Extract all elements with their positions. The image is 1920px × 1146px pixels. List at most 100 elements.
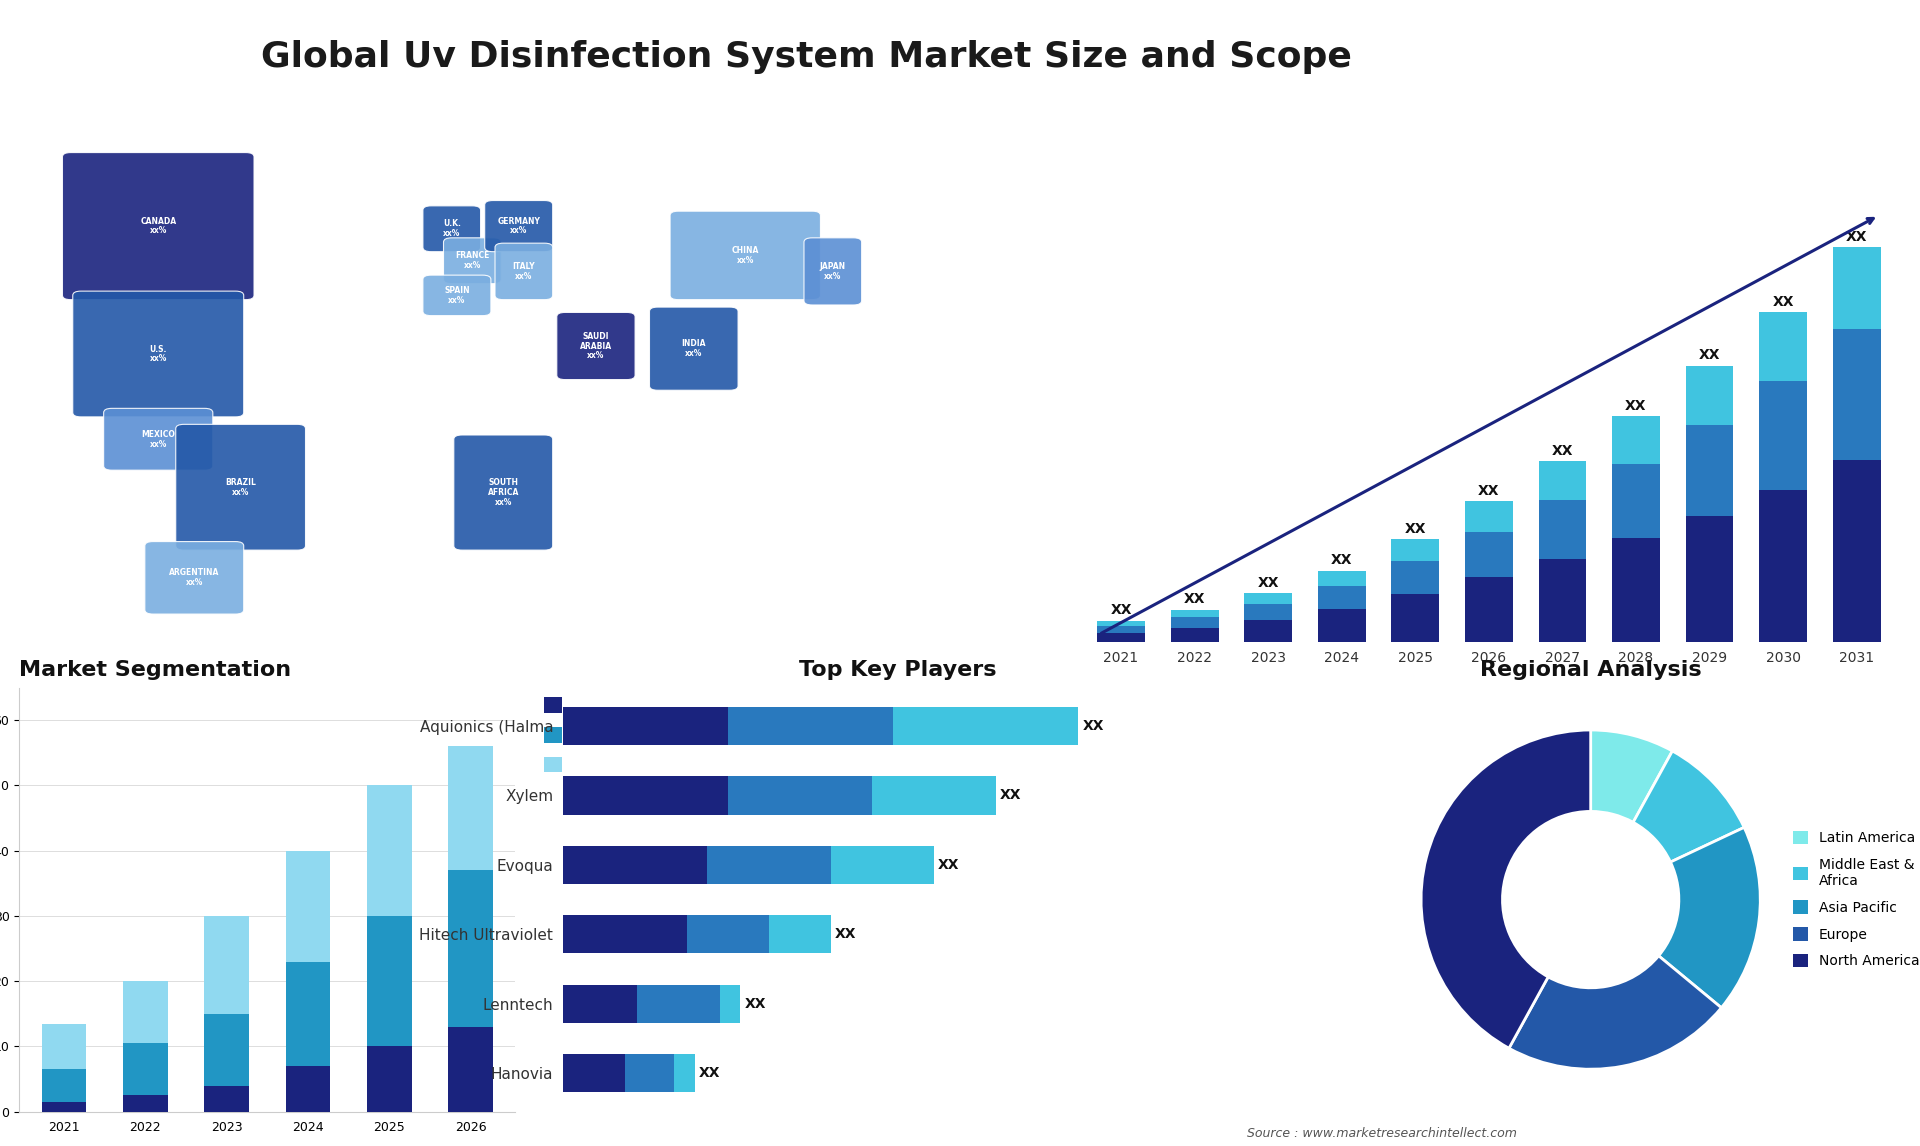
Bar	[1392, 594, 1440, 642]
Legend: Application, Product, Geography: Application, Product, Geography	[538, 691, 666, 778]
Text: U.S.
xx%: U.S. xx%	[150, 345, 167, 363]
Text: SAUDI
ARABIA
xx%: SAUDI ARABIA xx%	[580, 332, 612, 360]
Bar	[624, 1054, 674, 1092]
Text: Market Segmentation: Market Segmentation	[19, 660, 292, 681]
Text: XX: XX	[1845, 229, 1868, 244]
Wedge shape	[1421, 730, 1590, 1049]
Text: ITALY
xx%: ITALY xx%	[513, 262, 536, 281]
Bar	[286, 850, 330, 961]
FancyBboxPatch shape	[484, 201, 553, 252]
Bar	[1317, 609, 1365, 642]
Bar	[1759, 312, 1807, 382]
FancyBboxPatch shape	[557, 313, 636, 379]
Bar	[1171, 618, 1219, 628]
Bar	[1096, 633, 1144, 642]
Text: XX: XX	[1331, 554, 1352, 567]
Bar	[204, 1085, 250, 1112]
FancyBboxPatch shape	[177, 424, 305, 550]
Bar	[204, 1014, 250, 1085]
FancyBboxPatch shape	[444, 238, 501, 284]
Bar	[1465, 532, 1513, 576]
Title: Top Key Players: Top Key Players	[799, 660, 996, 681]
Text: BRAZIL
xx%: BRAZIL xx%	[225, 478, 255, 496]
Bar	[1538, 462, 1586, 501]
Text: SOUTH
AFRICA
xx%: SOUTH AFRICA xx%	[488, 478, 518, 507]
Bar	[893, 707, 1079, 745]
Bar	[563, 776, 728, 815]
Bar	[1759, 490, 1807, 642]
FancyBboxPatch shape	[422, 275, 492, 315]
Bar	[1244, 604, 1292, 620]
Wedge shape	[1509, 956, 1722, 1069]
Bar	[123, 981, 167, 1043]
Bar	[563, 846, 707, 884]
Text: XX: XX	[1083, 719, 1104, 733]
Wedge shape	[1634, 751, 1743, 862]
Bar	[1171, 628, 1219, 642]
Bar	[367, 916, 411, 1046]
Text: INDIA
xx%: INDIA xx%	[682, 339, 707, 358]
Text: GERMANY
xx%: GERMANY xx%	[497, 217, 540, 235]
Bar	[1317, 571, 1365, 587]
Bar	[687, 916, 770, 953]
Wedge shape	[1659, 827, 1761, 1007]
Bar	[367, 1046, 411, 1112]
FancyBboxPatch shape	[144, 542, 244, 614]
Bar	[1244, 620, 1292, 642]
Bar	[563, 916, 687, 953]
Bar	[1613, 416, 1661, 464]
Bar	[728, 776, 872, 815]
Bar	[286, 961, 330, 1066]
Legend: Latin America, Middle East &
Africa, Asia Pacific, Europe, North America: Latin America, Middle East & Africa, Asi…	[1788, 826, 1920, 973]
Bar	[447, 1027, 493, 1112]
Text: XX: XX	[1405, 521, 1427, 536]
Text: Source : www.marketresearchintellect.com: Source : www.marketresearchintellect.com	[1248, 1128, 1517, 1140]
Wedge shape	[1590, 730, 1672, 823]
Bar	[1613, 464, 1661, 537]
Bar	[770, 916, 831, 953]
Title: Regional Analysis: Regional Analysis	[1480, 660, 1701, 681]
Bar	[123, 1043, 167, 1096]
Bar	[563, 984, 637, 1023]
Bar	[831, 846, 933, 884]
Bar	[367, 785, 411, 916]
Bar	[1392, 540, 1440, 562]
Bar	[1465, 501, 1513, 532]
Text: XX: XX	[939, 858, 960, 872]
FancyBboxPatch shape	[649, 307, 737, 391]
Bar	[1317, 587, 1365, 609]
Bar	[447, 870, 493, 1027]
Bar	[1096, 621, 1144, 626]
FancyBboxPatch shape	[670, 211, 820, 299]
Bar	[1244, 594, 1292, 604]
Bar	[286, 1066, 330, 1112]
Text: XX: XX	[1772, 295, 1793, 308]
Bar	[123, 1096, 167, 1112]
Text: SPAIN
xx%: SPAIN xx%	[444, 286, 470, 305]
Text: Global Uv Disinfection System Market Size and Scope: Global Uv Disinfection System Market Siz…	[261, 40, 1352, 74]
Text: XX: XX	[1185, 592, 1206, 606]
Bar	[1834, 329, 1880, 460]
FancyBboxPatch shape	[495, 243, 553, 299]
Bar	[872, 776, 996, 815]
Text: CHINA
xx%: CHINA xx%	[732, 246, 758, 265]
Bar	[1538, 559, 1586, 642]
Bar	[563, 1054, 624, 1092]
Bar	[1613, 537, 1661, 642]
Bar	[204, 916, 250, 1014]
Text: CANADA
xx%: CANADA xx%	[140, 217, 177, 235]
Text: JAPAN
xx%: JAPAN xx%	[820, 262, 847, 281]
Text: XX: XX	[1258, 575, 1279, 590]
Bar	[1538, 501, 1586, 559]
Bar	[1171, 610, 1219, 618]
Text: XX: XX	[1551, 444, 1572, 458]
Text: XX: XX	[1000, 788, 1021, 802]
Text: ARGENTINA
xx%: ARGENTINA xx%	[169, 568, 219, 587]
Bar	[1686, 516, 1734, 642]
Text: U.K.
xx%: U.K. xx%	[444, 219, 461, 238]
Bar	[637, 984, 720, 1023]
Bar	[1465, 576, 1513, 642]
Text: XX: XX	[1699, 348, 1720, 362]
FancyBboxPatch shape	[422, 206, 480, 252]
Bar	[1686, 366, 1734, 425]
